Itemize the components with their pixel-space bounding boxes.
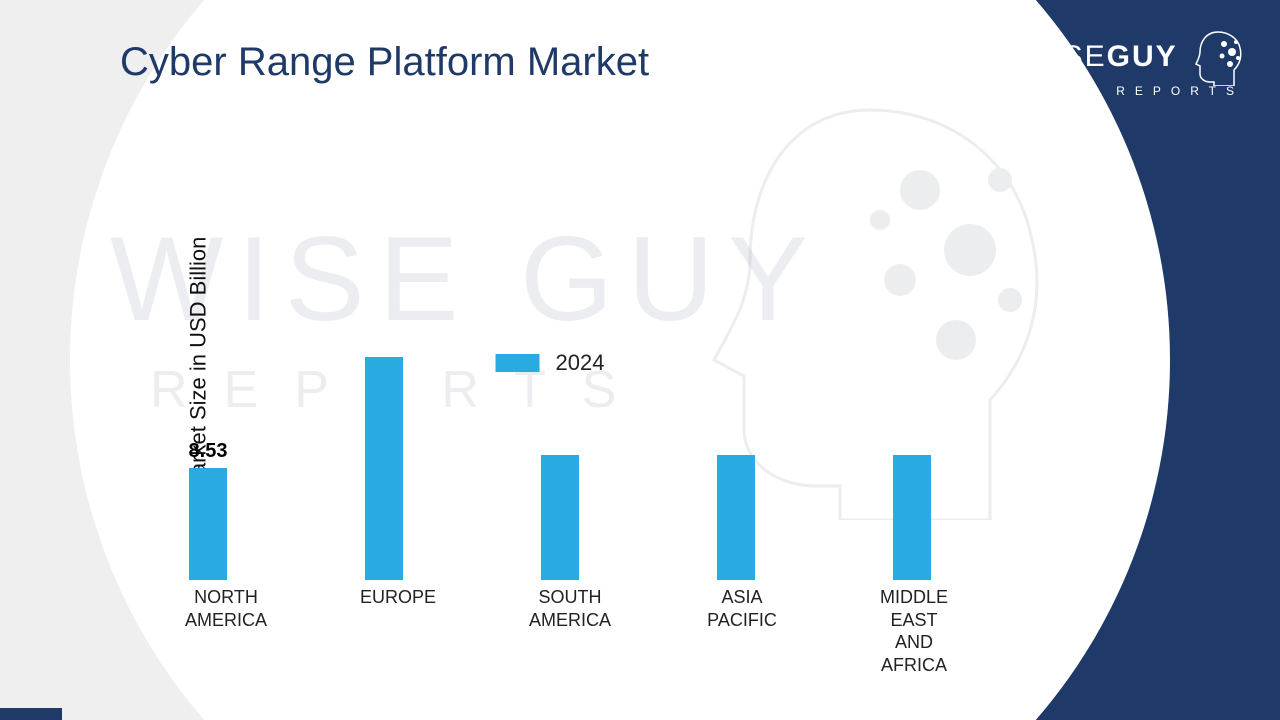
x-axis-label: MIDDLE EAST AND AFRICA [849, 586, 979, 676]
bar [893, 455, 931, 580]
x-axis-label: NORTH AMERICA [161, 586, 291, 676]
brand-subline: REPORTS [1022, 84, 1244, 98]
bar [189, 468, 227, 580]
chart-area: Market Size in USD Billion 2024 8.53 NOR… [100, 150, 1000, 580]
x-axis-label: SOUTH AMERICA [505, 586, 635, 676]
xlabels-container: NORTH AMERICA EUROPE SOUTH AMERICA ASIA PAC… [140, 580, 1000, 676]
bar-wrap [319, 329, 449, 580]
plot-region: 8.53 NORTH AMERICAEUROPESOUTH AMERICAASI… [120, 150, 1000, 580]
brand-word-2: GUY [1107, 40, 1178, 73]
bar-wrap [847, 427, 977, 580]
brand-head-icon [1194, 30, 1244, 86]
bar-wrap [671, 427, 801, 580]
x-axis-label: ASIA PACIFIC [677, 586, 807, 676]
bar [365, 357, 403, 580]
bar-value-label: 8.53 [189, 440, 228, 464]
bar-wrap: 8.53 [143, 440, 273, 580]
brand-logo: WISEGUY REPORTS [1022, 30, 1244, 98]
page-title: Cyber Range Platform Market [120, 40, 649, 85]
bar-wrap [495, 427, 625, 580]
x-axis-label: EUROPE [333, 586, 463, 676]
brand-word-1: WISE [1022, 40, 1107, 73]
bar [717, 455, 755, 580]
bars-container: 8.53 [120, 150, 1000, 580]
bottom-accent-bar [0, 708, 62, 720]
bar [541, 455, 579, 580]
